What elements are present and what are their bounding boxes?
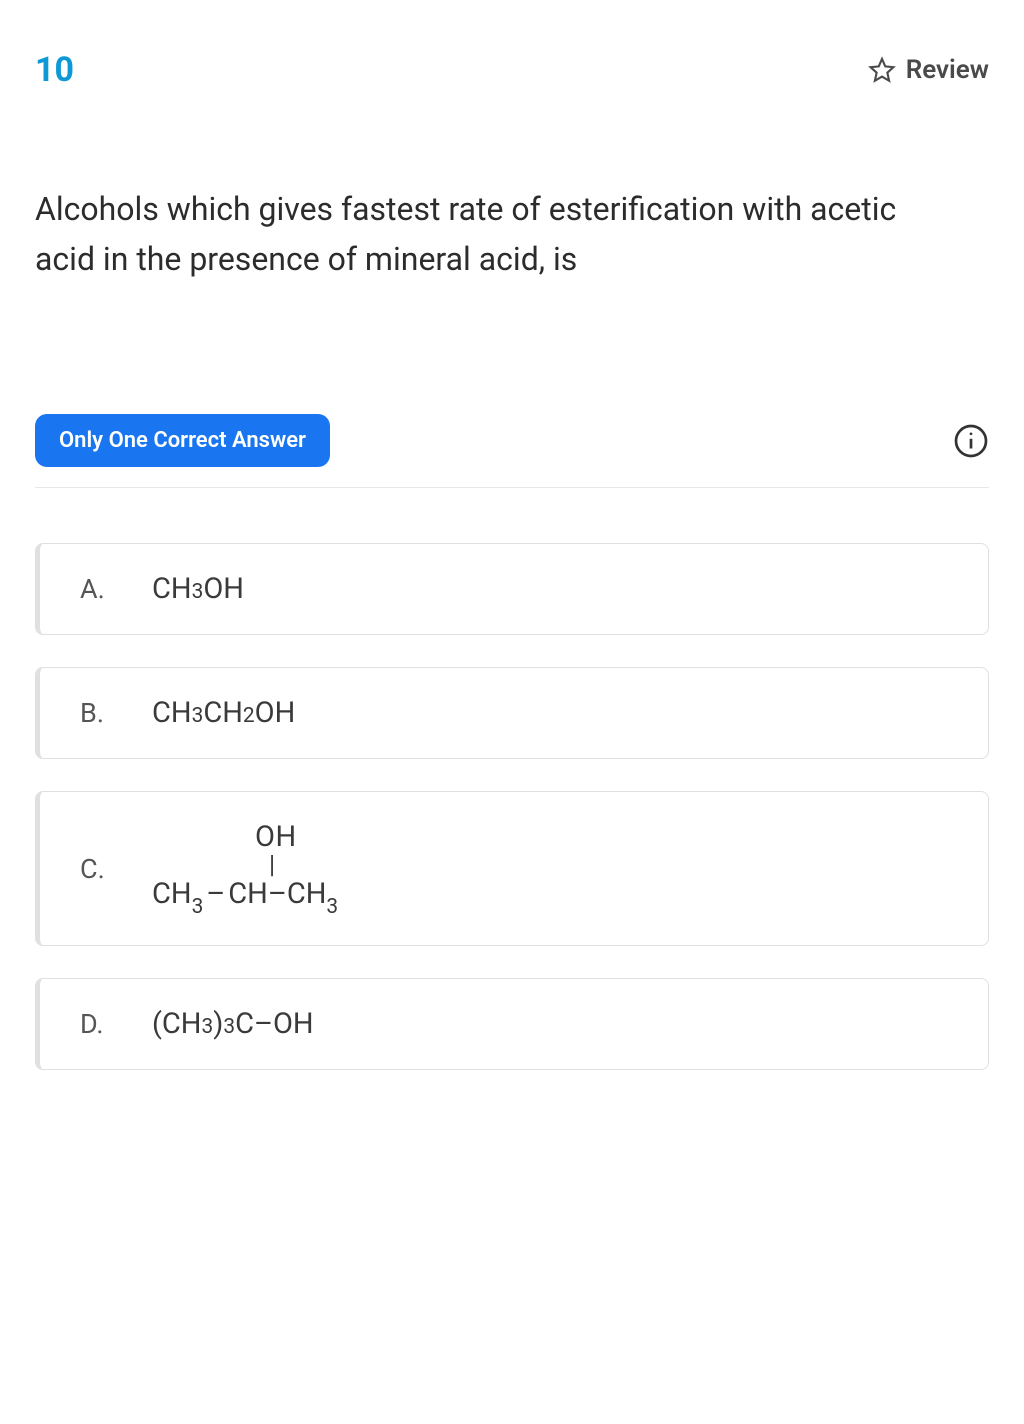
info-icon[interactable] [953, 423, 989, 459]
review-label: Review [906, 55, 989, 85]
structure-bottom: CH3 – CH–CH3 [152, 877, 338, 917]
option-a[interactable]: A. CH3OH [35, 543, 989, 635]
option-letter: C. [80, 853, 110, 885]
structure-bond: | [152, 855, 275, 878]
option-d[interactable]: D. (CH3)3C–OH [35, 978, 989, 1070]
option-letter: D. [80, 1008, 110, 1040]
divider [35, 487, 989, 488]
option-content: CH3OH [152, 572, 244, 606]
option-content: OH | CH3 – CH–CH3 [152, 820, 338, 917]
question-number: 10 [35, 50, 74, 90]
options-list: A. CH3OH B. CH3CH2OH C. OH | CH3 – CH–CH… [35, 543, 989, 1070]
option-letter: A. [80, 573, 110, 605]
question-text: Alcohols which gives fastest rate of est… [35, 185, 989, 284]
option-letter: B. [80, 697, 110, 729]
answer-type-badge: Only One Correct Answer [35, 414, 330, 467]
review-toggle[interactable]: Review [868, 55, 989, 85]
option-b[interactable]: B. CH3CH2OH [35, 667, 989, 759]
badge-row: Only One Correct Answer [35, 414, 989, 467]
structure-top: OH [152, 820, 297, 855]
option-content: (CH3)3C–OH [152, 1007, 314, 1041]
star-icon [868, 56, 896, 84]
header-row: 10 Review [35, 50, 989, 90]
option-content: CH3CH2OH [152, 696, 295, 730]
option-c[interactable]: C. OH | CH3 – CH–CH3 [35, 791, 989, 946]
